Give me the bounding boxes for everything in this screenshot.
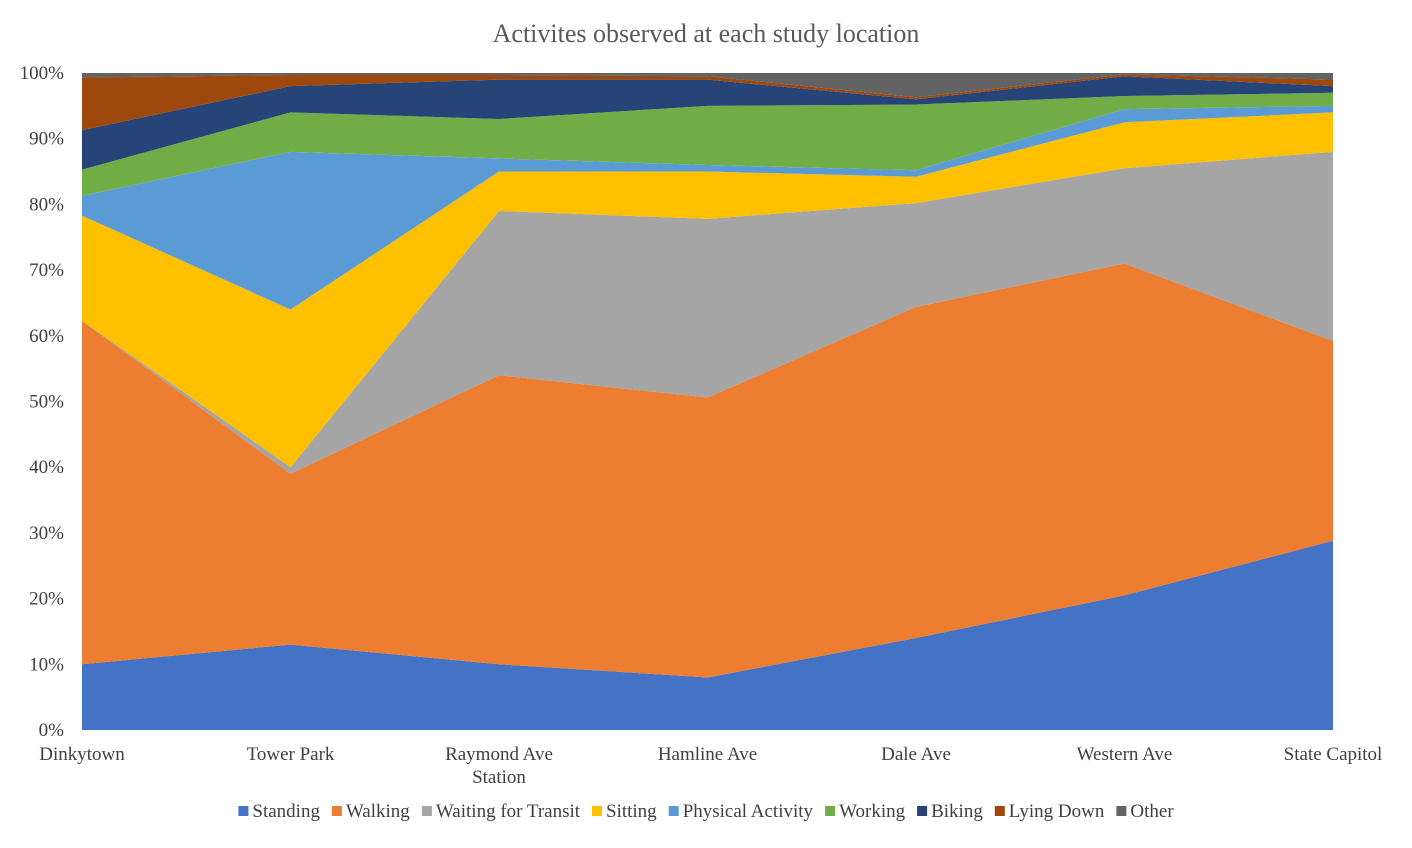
legend-swatch [994, 806, 1005, 816]
y-tick-label: 90% [29, 129, 64, 150]
legend-swatch [421, 806, 432, 816]
legend-item-working: Working [825, 801, 906, 822]
y-axis-ticks: 0% 10% 20% 30% 40% 50% 60% 70% 80% 90% 100% [20, 63, 65, 741]
legend: Standing Walking Waiting for Transit Sittin… [238, 801, 1174, 822]
y-tick-label: 70% [29, 260, 64, 281]
legend-item-lying-down: Lying Down [994, 801, 1105, 822]
legend-label: Sitting [606, 801, 657, 822]
y-tick-label: 80% [29, 194, 64, 215]
y-tick-label: 100% [20, 63, 65, 84]
plot-areas [82, 73, 1333, 730]
area-physical-activity [82, 105, 1333, 310]
y-tick-label: 30% [29, 523, 64, 544]
legend-label: Physical Activity [683, 801, 814, 822]
area-working [82, 92, 1333, 196]
legend-item-walking: Walking [331, 801, 410, 822]
y-tick-label: 40% [29, 457, 64, 478]
legend-label: Standing [252, 801, 320, 822]
legend-item-other: Other [1116, 801, 1174, 822]
legend-swatch [331, 806, 342, 816]
legend-swatch [917, 806, 928, 816]
y-tick-label: 50% [29, 392, 64, 413]
area-biking [82, 76, 1333, 170]
legend-swatch [668, 806, 679, 816]
chart-title: Activites observed at each study locatio… [493, 19, 920, 48]
legend-item-waiting-for-transit: Waiting for Transit [421, 801, 581, 822]
x-tick-label: Western Ave [1077, 744, 1173, 765]
area-walking [82, 263, 1333, 678]
y-tick-label: 0% [39, 720, 65, 741]
legend-label: Working [839, 801, 906, 822]
area-waiting-for-transit [82, 151, 1333, 474]
legend-swatch [238, 806, 249, 816]
x-tick-label: State Capitol [1284, 744, 1383, 765]
legend-label: Walking [346, 801, 410, 822]
x-tick-label: Raymond Ave Station [445, 744, 553, 788]
legend-item-standing: Standing [238, 801, 320, 822]
legend-item-biking: Biking [917, 801, 983, 822]
area-sitting [82, 112, 1333, 468]
x-tick-label: Dinkytown [39, 744, 125, 765]
x-tick-label: Hamline Ave [658, 744, 757, 765]
area-standing [82, 540, 1333, 730]
x-axis-ticks: Dinkytown Tower Park Raymond Ave Station Ham… [39, 744, 1382, 788]
legend-swatch [825, 806, 836, 816]
legend-label: Lying Down [1009, 801, 1105, 822]
legend-label: Waiting for Transit [436, 801, 581, 822]
legend-swatch [592, 806, 602, 816]
x-tick-label: Tower Park [247, 744, 335, 765]
legend-swatch [1116, 806, 1127, 816]
area-lying-down [82, 74, 1333, 131]
legend-label: Other [1130, 801, 1174, 822]
x-tick-label: Dale Ave [881, 744, 951, 765]
legend-item-sitting: Sitting [592, 801, 657, 822]
legend-item-physical-activity: Physical Activity [668, 801, 814, 822]
y-tick-label: 10% [29, 654, 64, 675]
y-tick-label: 20% [29, 589, 64, 610]
legend-label: Biking [931, 801, 983, 822]
y-tick-label: 60% [29, 326, 64, 347]
area-other [82, 73, 1333, 98]
